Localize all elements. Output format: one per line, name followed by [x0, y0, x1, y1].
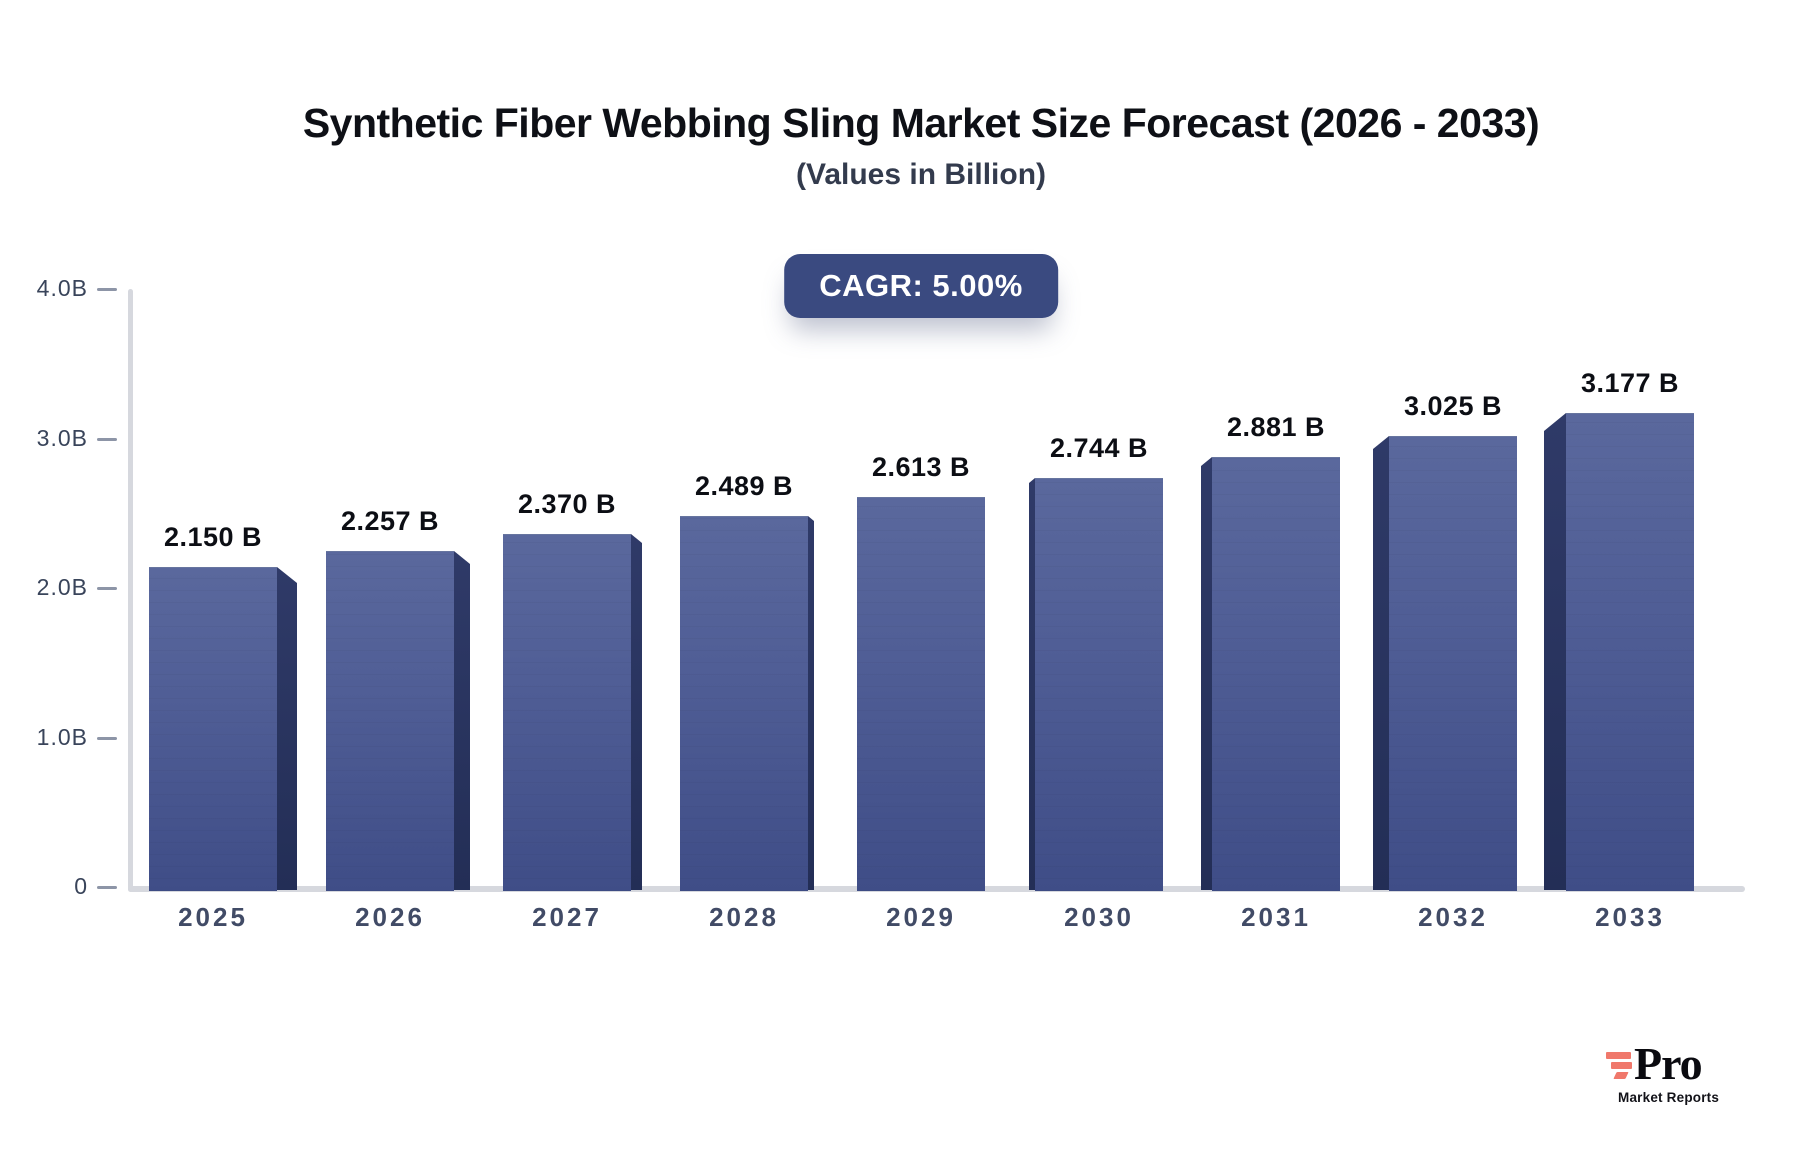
bar-side-2031 [1201, 457, 1212, 890]
y-tick-label: 1.0B [36, 724, 88, 750]
logo-bar-icon [1613, 1072, 1629, 1079]
y-tick-dash [97, 288, 117, 291]
x-tick-label: 2030 [1064, 902, 1134, 932]
y-tick-dash [97, 886, 117, 889]
chart-subtitle: (Values in Billion) [795, 158, 1047, 191]
bar-side-2030 [1029, 478, 1035, 890]
bar-value-label: 2.257 B [340, 506, 440, 536]
bar-side-2033 [1544, 413, 1566, 890]
x-tick-label: 2032 [1418, 902, 1488, 932]
bar-side-2025 [277, 567, 297, 890]
bar-2029 [857, 497, 985, 891]
x-tick-label: 2027 [532, 902, 602, 932]
x-tick-label: 2028 [709, 902, 779, 932]
logo-tagline: Market Reports [1618, 1089, 1720, 1105]
x-tick-label: 2033 [1595, 902, 1665, 932]
bar-side-2028 [808, 516, 814, 890]
logo-row: Pro [1606, 1038, 1719, 1089]
y-tick-dash [97, 737, 117, 740]
cagr-badge: CAGR: 5.00% [784, 254, 1058, 318]
y-tick-label: 4.0B [36, 275, 88, 301]
y-tick-label: 3.0B [36, 425, 88, 451]
x-tick-label: 2029 [886, 902, 956, 932]
x-tick-label: 2025 [178, 902, 248, 932]
x-tick-label: 2026 [355, 902, 425, 932]
bar-2032 [1389, 436, 1517, 891]
logo-bar-icon [1606, 1052, 1631, 1059]
bar-value-label: 2.150 B [163, 522, 263, 552]
bar-side-2032 [1373, 436, 1389, 890]
bar-2025 [149, 567, 277, 891]
bar-value-label: 2.613 B [871, 452, 971, 482]
bar-value-label: 3.025 B [1403, 391, 1503, 421]
x-tick-label: 2031 [1241, 902, 1311, 932]
bar-2027 [503, 534, 631, 891]
logo: Pro Market Reports [1606, 1038, 1720, 1105]
bar-2026 [326, 551, 454, 891]
y-tick-dash [97, 587, 117, 590]
bar-value-label: 3.177 B [1580, 368, 1680, 398]
bar-value-label: 2.489 B [694, 471, 794, 501]
y-axis-line [128, 289, 133, 892]
y-tick-label: 2.0B [36, 574, 88, 600]
logo-bars-icon [1606, 1052, 1632, 1079]
bar-side-2027 [631, 534, 642, 890]
y-tick-dash [97, 438, 117, 441]
chart-title: Synthetic Fiber Webbing Sling Market Siz… [302, 100, 1540, 146]
logo-text: Pro [1634, 1038, 1703, 1089]
bar-value-label: 2.744 B [1049, 433, 1149, 463]
bar-value-label: 2.370 B [517, 489, 617, 519]
bar-value-label: 2.881 B [1226, 412, 1326, 442]
bar-2028 [680, 516, 808, 891]
bar-2033 [1566, 413, 1694, 891]
logo-bar-icon [1611, 1062, 1632, 1069]
bar-2031 [1212, 457, 1340, 891]
y-tick-label: 0 [74, 873, 88, 899]
bar-side-2026 [454, 551, 470, 890]
bar-2030 [1035, 478, 1163, 891]
